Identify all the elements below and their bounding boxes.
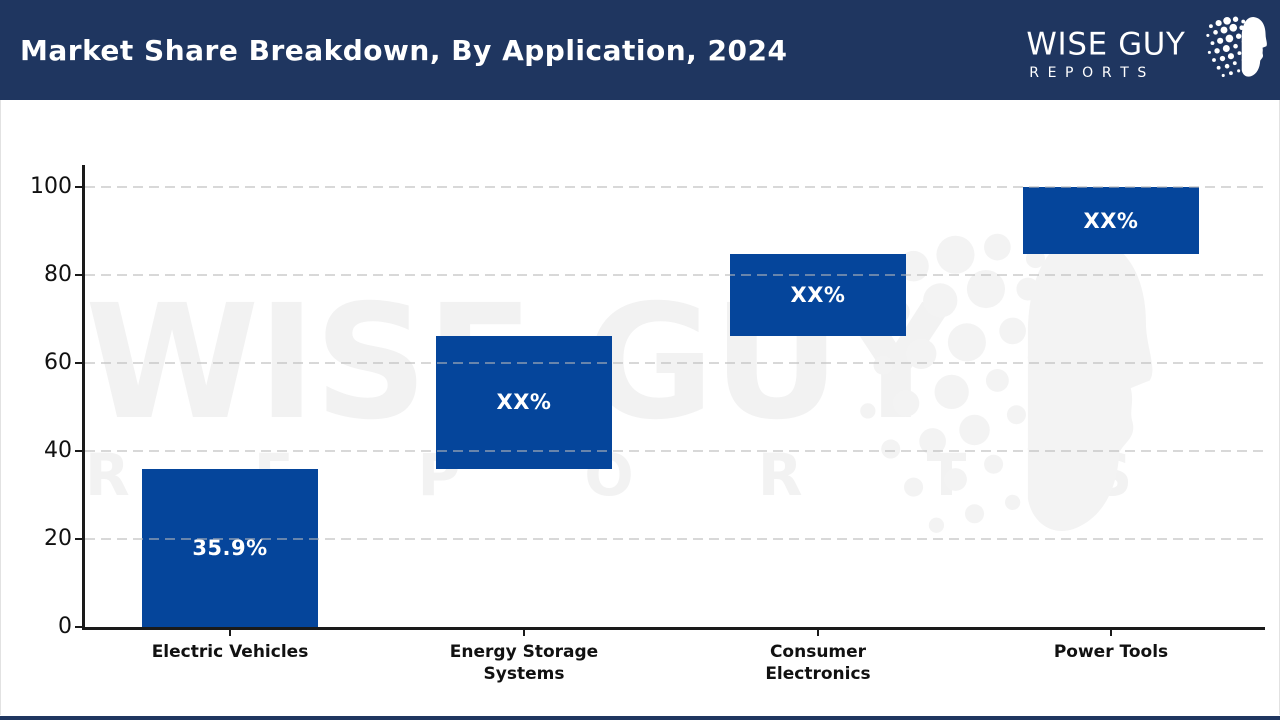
y-tick	[75, 274, 83, 276]
x-axis	[82, 627, 1265, 630]
y-tick	[75, 450, 83, 452]
x-tick	[229, 627, 231, 636]
gridline	[85, 538, 1265, 540]
y-axis	[82, 165, 85, 630]
footer-bar	[0, 716, 1280, 720]
logo-face-icon	[1206, 16, 1267, 77]
bar-value-label: XX%	[1083, 208, 1139, 233]
y-tick-label: 60	[44, 350, 72, 375]
header: Market Share Breakdown, By Application, …	[0, 0, 1280, 100]
y-tick-label: 40	[44, 438, 72, 463]
x-axis-label: Energy Storage Systems	[449, 642, 599, 685]
logo-subtitle: R E P O R T S	[1029, 65, 1148, 81]
x-tick	[817, 627, 819, 636]
logo-wordmark: WISE GUY	[1026, 27, 1185, 63]
y-tick	[75, 538, 83, 540]
bar: XX%	[436, 335, 612, 470]
x-axis-label: Power Tools	[1053, 642, 1169, 662]
gridline	[85, 186, 1265, 188]
y-tick-label: 20	[44, 526, 72, 551]
page-title: Market Share Breakdown, By Application, …	[20, 33, 788, 67]
bar-value-label: 35.9%	[192, 536, 268, 560]
bar-value-label: XX%	[496, 390, 552, 415]
gridline	[85, 362, 1265, 364]
y-tick-label: 100	[30, 174, 72, 199]
gridline	[85, 274, 1265, 276]
gridline	[85, 450, 1265, 452]
x-tick	[1110, 627, 1112, 636]
x-axis-label: Electric Vehicles	[151, 642, 309, 662]
bar-value-label: XX%	[790, 283, 846, 307]
bar: XX%	[730, 254, 906, 336]
x-tick	[523, 627, 525, 636]
y-tick-label: 80	[44, 262, 72, 287]
bar: XX%	[1023, 187, 1199, 255]
wiseguy-logo: WISE GUY R E P O R T S	[1026, 16, 1267, 81]
bar: 35.9%	[142, 469, 318, 627]
y-tick	[75, 186, 83, 188]
y-tick-label: 0	[58, 614, 72, 639]
y-tick	[75, 626, 83, 628]
y-tick	[75, 362, 83, 364]
x-axis-label: Consumer Electronics	[765, 642, 871, 685]
